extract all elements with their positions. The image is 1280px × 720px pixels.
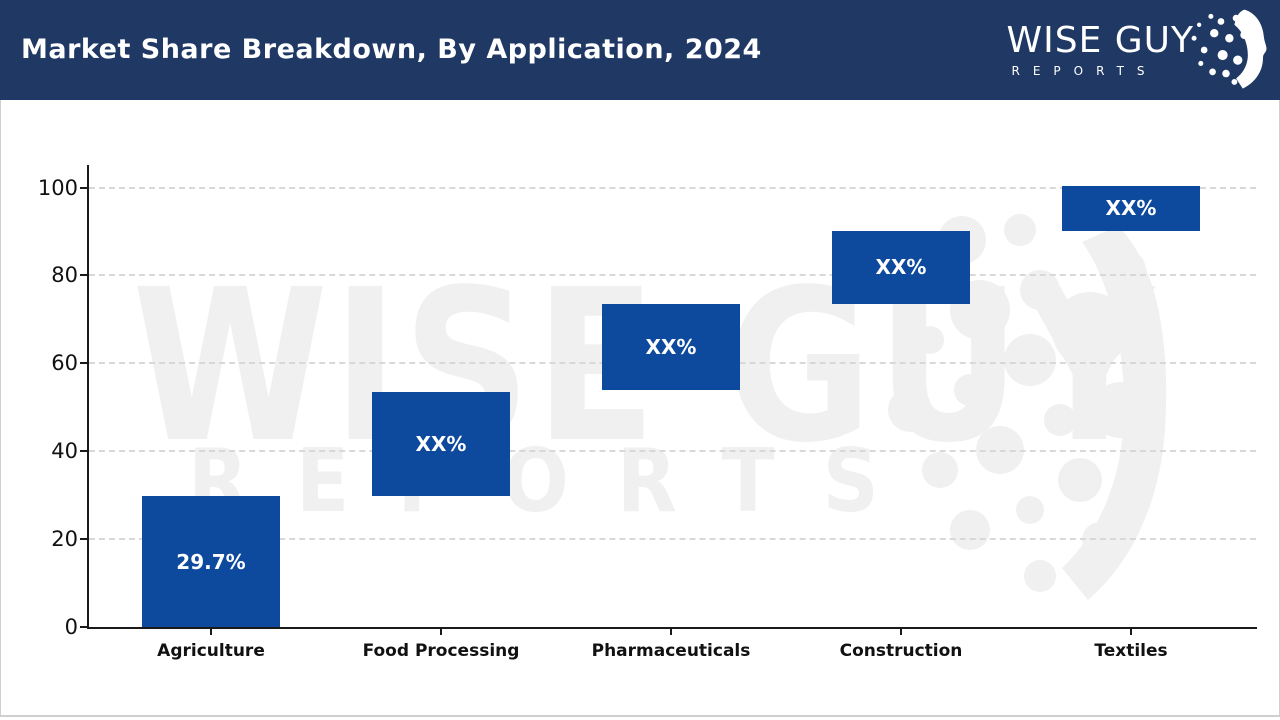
- bar-pharmaceuticals: XX%: [602, 304, 740, 390]
- gridline-20: [89, 538, 1256, 541]
- y-tick-label-0: 0: [64, 615, 78, 639]
- y-tick-label-20: 20: [51, 527, 78, 552]
- y-tick-mark-100: [80, 186, 87, 189]
- bar-label-agriculture: 29.7%: [176, 549, 246, 574]
- x-category-label-agriculture: Agriculture: [157, 641, 265, 661]
- x-tick-mark-food-processing: [440, 629, 442, 635]
- bar-label-construction: XX%: [875, 255, 927, 280]
- wiseguy-logo-text: WISE GUY REPORTS: [1006, 19, 1195, 78]
- y-tick-mark-0: [80, 626, 87, 628]
- gridline-80: [89, 274, 1256, 277]
- page-title: Market Share Breakdown, By Application, …: [21, 34, 762, 65]
- x-category-label-food-processing: Food Processing: [362, 641, 520, 661]
- wiseguy-logo-line2: REPORTS: [1011, 63, 1158, 78]
- watermark-face-icon: [888, 214, 1167, 600]
- y-tick-label-80: 80: [51, 263, 78, 288]
- y-tick-mark-40: [80, 450, 87, 453]
- x-tick-mark-agriculture: [210, 629, 212, 635]
- y-axis-line: [87, 165, 89, 629]
- bar-construction: XX%: [832, 230, 970, 305]
- x-tick-mark-textiles: [1130, 629, 1132, 635]
- y-tick-mark-60: [80, 362, 87, 365]
- x-category-label-pharmaceuticals: Pharmaceuticals: [591, 641, 751, 661]
- bar-agriculture: 29.7%: [142, 496, 280, 627]
- gridline-40: [89, 450, 1256, 453]
- y-tick-mark-20: [80, 538, 87, 541]
- wiseguy-logo-line1: WISE GUY: [1006, 19, 1194, 61]
- x-category-label-construction: Construction: [839, 641, 963, 661]
- bar-food-processing: XX%: [372, 392, 510, 497]
- bar-label-textiles: XX%: [1105, 196, 1157, 221]
- waterfall-chart: 0 20 40 60 80 100 29.7% Agriculture XX% Food Proc…: [0, 100, 1280, 717]
- y-tick-label-60: 60: [51, 351, 78, 376]
- wiseguy-face-icon: [1191, 9, 1267, 89]
- gridline-100: [89, 186, 1256, 189]
- x-axis-line: [87, 627, 1257, 629]
- watermark-text-line2: REPORTS: [188, 431, 927, 533]
- x-tick-mark-construction: [900, 629, 902, 635]
- header-bar: Market Share Breakdown, By Application, …: [0, 0, 1280, 100]
- x-tick-mark-pharmaceuticals: [670, 629, 672, 635]
- y-tick-label-40: 40: [51, 439, 78, 464]
- bar-label-pharmaceuticals: XX%: [645, 335, 697, 360]
- y-tick-label-100: 100: [37, 175, 78, 200]
- wiseguy-logo: WISE GUY REPORTS: [1007, 8, 1269, 92]
- content-frame: [0, 100, 1280, 717]
- x-category-label-textiles: Textiles: [1094, 641, 1168, 661]
- bar-label-food-processing: XX%: [415, 432, 467, 457]
- bar-textiles: XX%: [1062, 185, 1200, 231]
- y-tick-mark-80: [80, 274, 87, 277]
